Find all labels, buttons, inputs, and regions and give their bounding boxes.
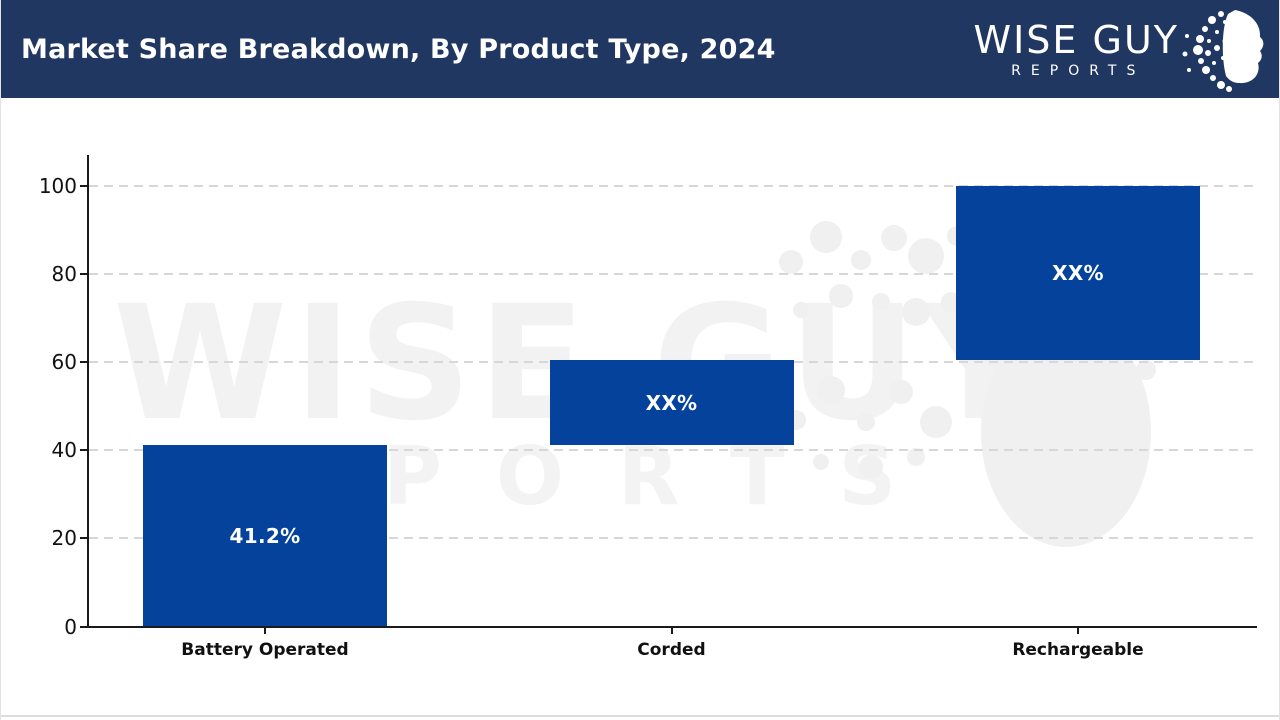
y-tick-40	[80, 449, 88, 452]
gridline-20	[89, 537, 1254, 540]
x-category-label-1: Corded	[637, 640, 706, 660]
page-title: Market Share Breakdown, By Product Type,…	[21, 33, 776, 65]
y-tick-label-20: 20	[51, 526, 77, 551]
x-tick-2	[1077, 628, 1079, 634]
bar-corded: XX%	[549, 360, 794, 445]
logo-text: WISE GUY REPORTS	[973, 18, 1179, 79]
gridline-40	[89, 449, 1254, 452]
logo-head-icon	[1182, 10, 1264, 92]
y-tick-label-100: 100	[38, 174, 77, 198]
x-category-label-0: Battery Operated	[181, 640, 349, 660]
y-tick-60	[80, 361, 88, 364]
wise-guy-logo: WISE GUY REPORTS	[974, 6, 1267, 94]
bar-rechargeable: XX%	[956, 186, 1200, 361]
bottom-divider	[1, 715, 1279, 717]
logo-wiseguy-label: WISE GUY	[973, 18, 1179, 63]
header-bar: Market Share Breakdown, By Product Type,…	[1, 0, 1279, 98]
gridline-100	[89, 185, 1254, 187]
y-tick-label-0: 0	[64, 614, 77, 639]
y-tick-label-60: 60	[51, 350, 77, 375]
y-tick-100	[80, 185, 88, 187]
bar-value-label: XX%	[645, 390, 698, 415]
gridline-80	[89, 273, 1254, 276]
bar-battery-operated: 41.2%	[143, 445, 387, 627]
y-tick-20	[80, 537, 88, 540]
y-axis-line	[87, 155, 89, 628]
x-category-label-2: Rechargeable	[1012, 640, 1144, 660]
logo-reports-label: REPORTS	[1011, 62, 1146, 79]
y-tick-80	[80, 273, 88, 276]
y-tick-label-40: 40	[51, 438, 77, 463]
y-tick-label-80: 80	[51, 262, 77, 287]
y-tick-0	[80, 625, 88, 628]
x-tick-1	[670, 628, 673, 634]
x-tick-0	[264, 628, 266, 634]
x-axis-line	[87, 626, 1257, 628]
bar-value-label: XX%	[1052, 261, 1104, 286]
bar-value-label: 41.2%	[229, 523, 301, 548]
